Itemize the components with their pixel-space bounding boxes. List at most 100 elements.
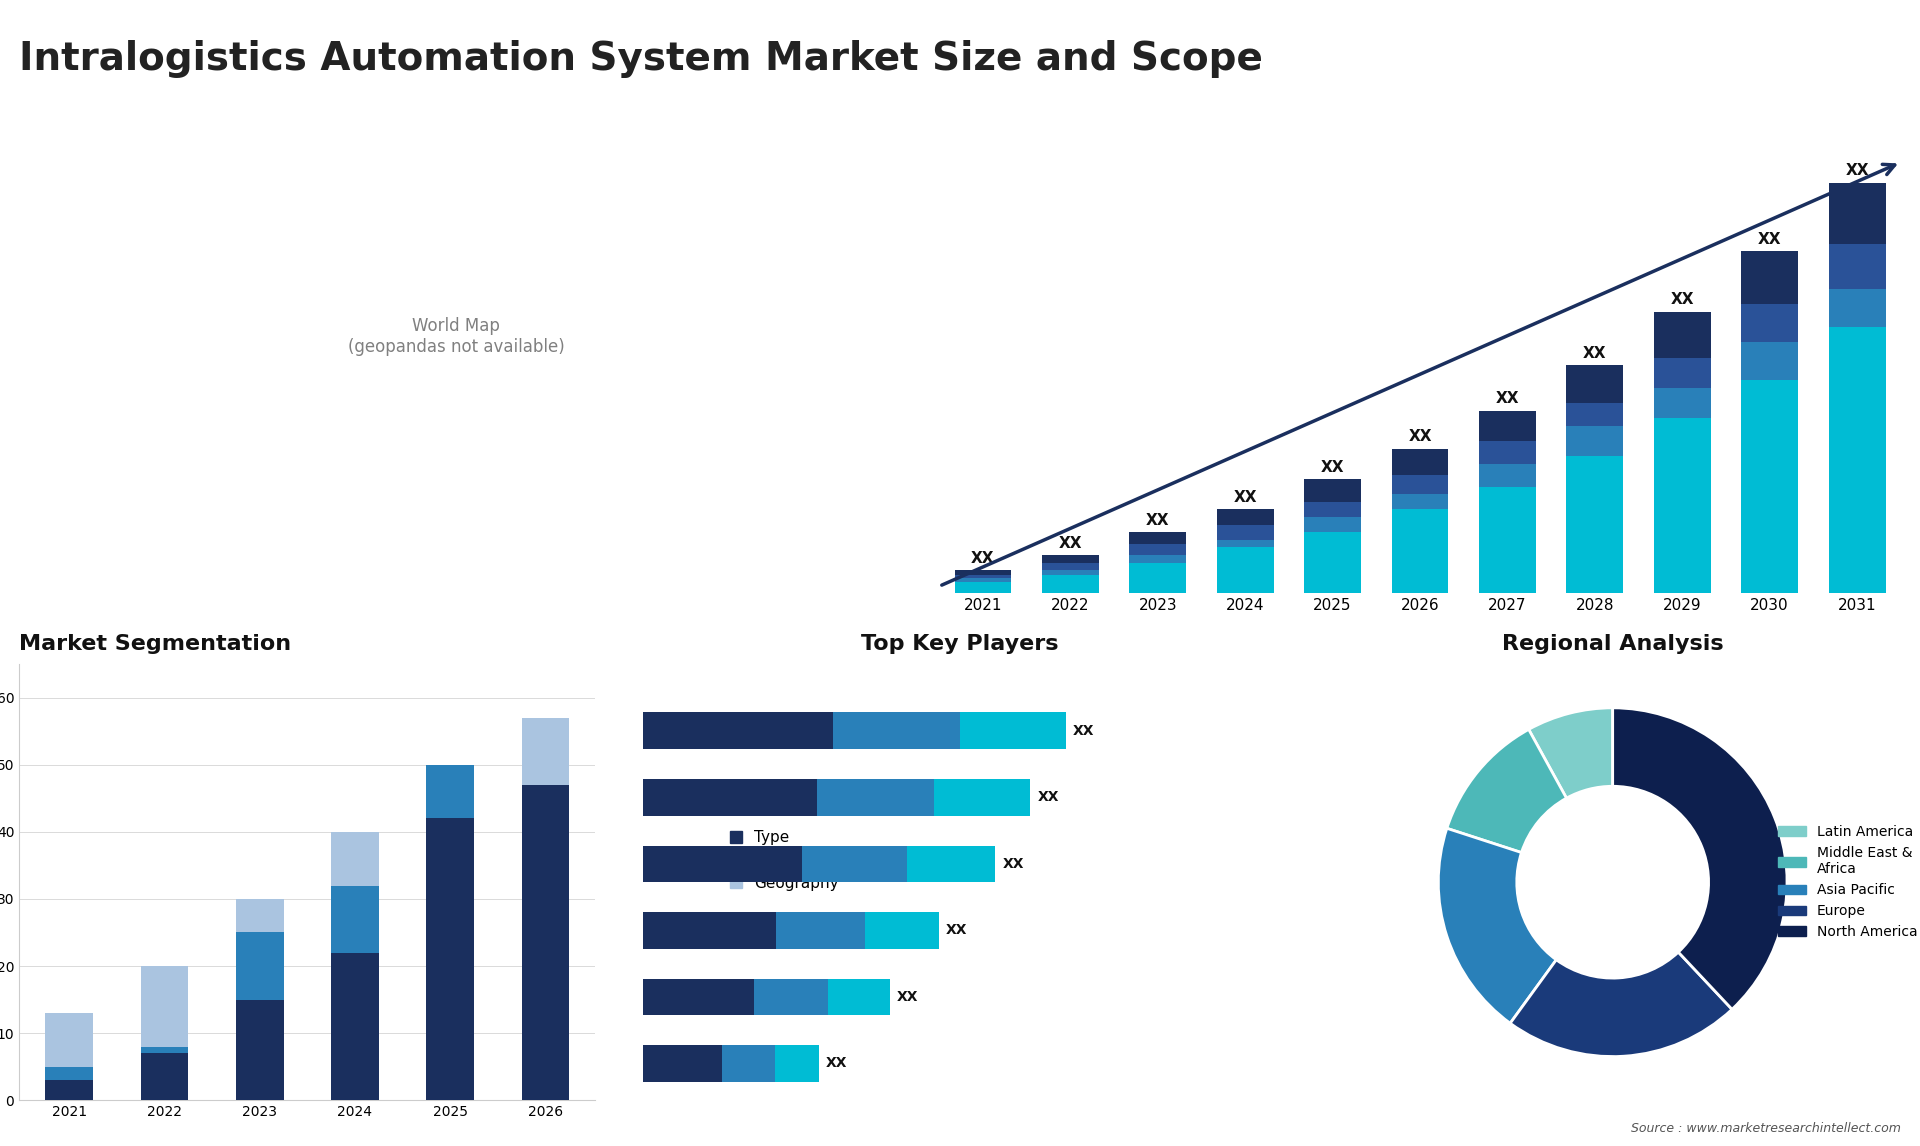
Legend: Type, Application, Geography: Type, Application, Geography xyxy=(722,823,847,898)
Bar xyxy=(1653,312,1711,358)
Bar xyxy=(643,713,1066,749)
Text: XX: XX xyxy=(1073,724,1094,738)
Bar xyxy=(1043,575,1098,594)
Text: XX: XX xyxy=(1584,346,1607,361)
Text: XX: XX xyxy=(1845,163,1868,179)
Bar xyxy=(46,1013,92,1067)
Bar xyxy=(1043,571,1098,575)
Bar xyxy=(643,979,749,1015)
Text: XX: XX xyxy=(1759,231,1782,246)
Text: XX: XX xyxy=(1670,292,1693,307)
Bar xyxy=(1741,343,1799,380)
Bar xyxy=(1828,183,1885,244)
Bar xyxy=(643,713,833,749)
Text: XX: XX xyxy=(1002,857,1023,871)
Bar xyxy=(1478,487,1536,594)
Bar xyxy=(1741,251,1799,305)
Bar xyxy=(1392,510,1448,594)
Bar xyxy=(140,1053,188,1100)
Bar xyxy=(1304,532,1361,594)
Text: XX: XX xyxy=(826,1057,849,1070)
Bar xyxy=(522,785,568,1100)
Bar xyxy=(1129,544,1187,555)
Bar xyxy=(643,912,776,949)
Bar xyxy=(643,779,818,816)
Bar xyxy=(643,1045,722,1082)
Bar xyxy=(643,979,755,1015)
Bar xyxy=(643,979,889,1015)
Bar xyxy=(1653,388,1711,418)
Bar xyxy=(818,779,933,816)
Bar xyxy=(1567,366,1622,403)
Text: World Map
(geopandas not available): World Map (geopandas not available) xyxy=(348,317,564,356)
Bar xyxy=(426,818,474,1100)
Text: XX: XX xyxy=(947,924,968,937)
Bar xyxy=(643,979,770,1015)
Legend: Latin America, Middle East &
Africa, Asia Pacific, Europe, North America: Latin America, Middle East & Africa, Asi… xyxy=(1772,819,1920,944)
Bar xyxy=(236,898,284,933)
Bar xyxy=(1392,449,1448,474)
Title: Top Key Players: Top Key Players xyxy=(862,635,1058,654)
Text: XX: XX xyxy=(1146,512,1169,528)
Bar xyxy=(1478,441,1536,464)
Wedge shape xyxy=(1448,729,1567,853)
Bar xyxy=(1304,479,1361,502)
Text: XX: XX xyxy=(1496,391,1519,406)
Bar xyxy=(1653,358,1711,388)
Wedge shape xyxy=(1438,829,1557,1023)
Bar xyxy=(1392,474,1448,494)
Bar xyxy=(1653,418,1711,594)
Bar xyxy=(522,717,568,785)
Text: XX: XX xyxy=(1058,535,1083,550)
Bar xyxy=(954,575,1012,578)
Bar xyxy=(643,846,995,882)
Bar xyxy=(330,952,378,1100)
Bar xyxy=(1828,327,1885,594)
Bar xyxy=(1043,563,1098,571)
Bar xyxy=(755,979,828,1015)
Wedge shape xyxy=(1613,708,1788,1010)
Text: XX: XX xyxy=(1233,490,1258,505)
Bar xyxy=(1741,305,1799,343)
Bar xyxy=(1828,289,1885,327)
Bar xyxy=(643,912,799,949)
Bar xyxy=(643,912,770,949)
Bar xyxy=(933,779,1031,816)
Bar xyxy=(1217,525,1273,540)
Bar xyxy=(330,886,378,952)
Bar xyxy=(643,912,939,949)
Bar xyxy=(236,933,284,999)
Bar xyxy=(1129,532,1187,544)
Bar xyxy=(643,713,854,749)
Bar xyxy=(1129,555,1187,563)
Bar xyxy=(1567,426,1622,456)
Wedge shape xyxy=(1528,708,1613,798)
Bar xyxy=(1828,244,1885,289)
Bar xyxy=(954,571,1012,575)
Bar xyxy=(776,1045,820,1082)
Bar xyxy=(643,1045,728,1082)
Bar xyxy=(1567,456,1622,594)
Bar xyxy=(1129,563,1187,594)
Bar xyxy=(954,578,1012,582)
Bar xyxy=(828,979,889,1015)
Title: Regional Analysis: Regional Analysis xyxy=(1501,635,1724,654)
Bar xyxy=(643,713,820,749)
Bar xyxy=(330,832,378,886)
Bar xyxy=(140,1046,188,1053)
Bar xyxy=(1217,548,1273,594)
Bar xyxy=(833,713,960,749)
Text: Market Segmentation: Market Segmentation xyxy=(19,635,292,654)
Text: XX: XX xyxy=(1407,429,1432,445)
Bar xyxy=(722,1045,776,1082)
Bar xyxy=(1217,510,1273,525)
Bar xyxy=(643,1045,749,1082)
Text: XX: XX xyxy=(1037,791,1060,804)
Bar xyxy=(801,846,906,882)
Bar xyxy=(960,713,1066,749)
Bar xyxy=(954,582,1012,594)
Bar xyxy=(1478,410,1536,441)
Bar xyxy=(1392,494,1448,510)
Bar xyxy=(643,1045,820,1082)
Bar xyxy=(236,999,284,1100)
